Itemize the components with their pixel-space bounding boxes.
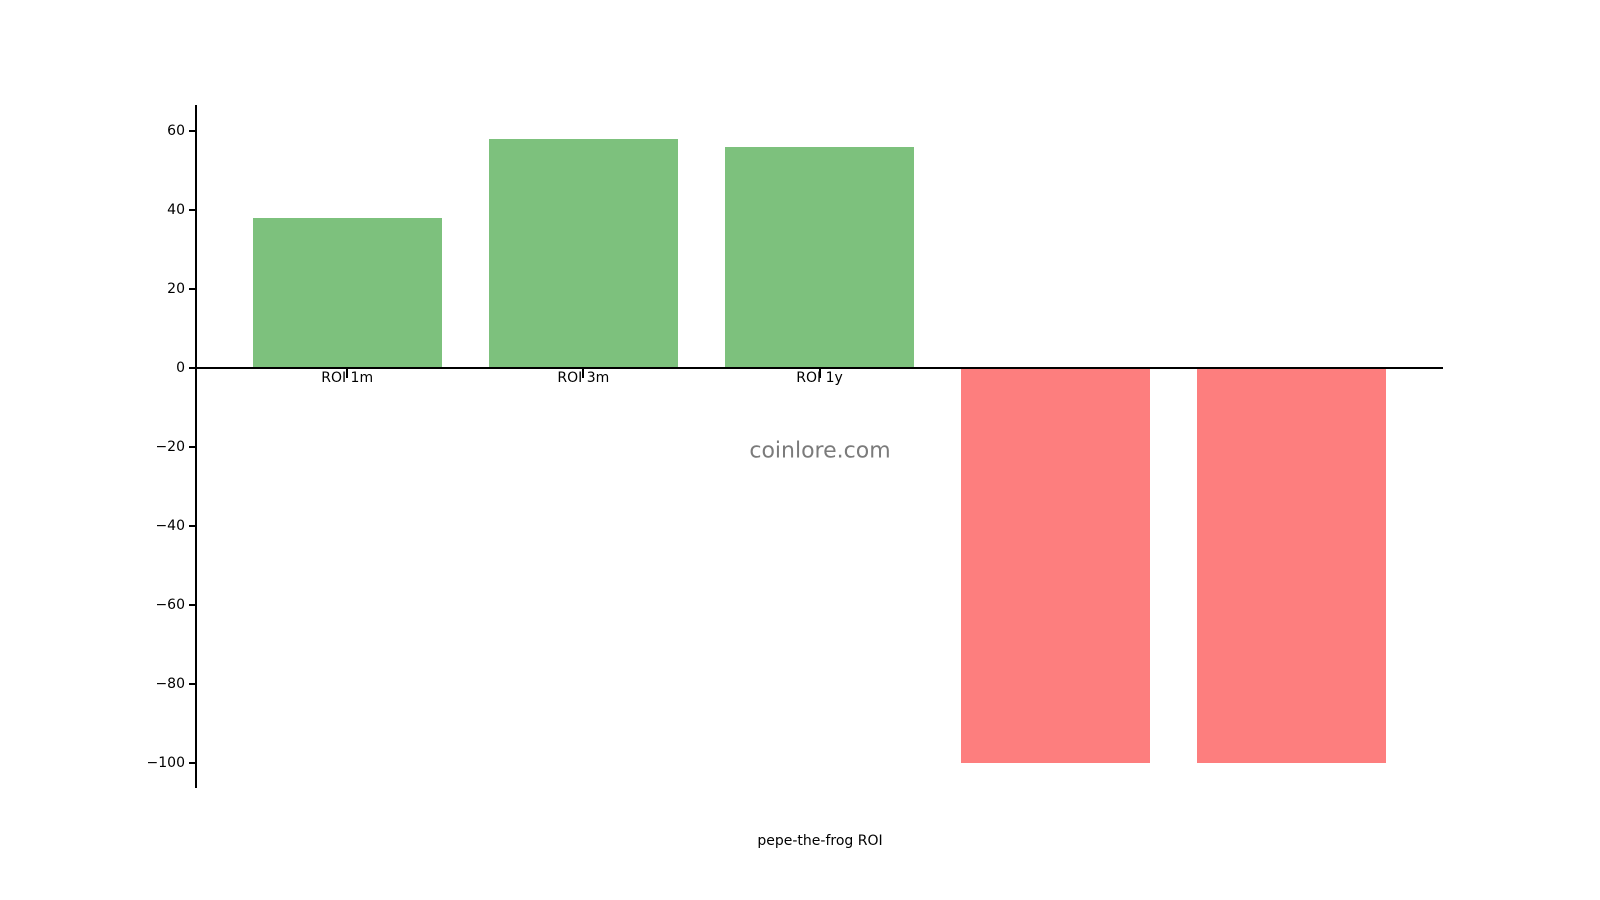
y-axis-spine bbox=[195, 105, 197, 788]
bar-roi-1y bbox=[725, 146, 915, 368]
y-tick-60 bbox=[189, 130, 196, 132]
y-tick--20 bbox=[189, 446, 196, 448]
y-tick-label--60: −60 bbox=[155, 597, 185, 613]
chart-xlabel: pepe-the-frog ROI bbox=[757, 833, 883, 849]
x-tick-3 bbox=[818, 368, 821, 378]
x-tick-label-roi-3m: ROI 3m bbox=[557, 370, 610, 386]
bar-roi-1m bbox=[252, 217, 442, 368]
y-tick-label-0: 0 bbox=[176, 360, 185, 376]
y-tick-label--20: −20 bbox=[155, 439, 185, 455]
y-tick-label--100: −100 bbox=[146, 755, 185, 771]
x-tick-label-roi-1y: ROI 1y bbox=[796, 370, 843, 386]
x-tick-label-roi-1m: ROI 1m bbox=[321, 370, 374, 386]
y-tick-20 bbox=[189, 288, 196, 290]
y-tick-label--40: −40 bbox=[155, 518, 185, 534]
x-axis-zero-line bbox=[196, 367, 1443, 369]
x-tick-1 bbox=[346, 368, 349, 378]
watermark: coinlore.com bbox=[749, 438, 891, 464]
y-tick-label-60: 60 bbox=[167, 123, 185, 139]
y-tick-40 bbox=[189, 209, 196, 211]
bar-5 bbox=[1197, 368, 1387, 763]
y-tick-0 bbox=[189, 367, 196, 369]
y-tick-label--80: −80 bbox=[155, 676, 185, 692]
y-tick--40 bbox=[189, 525, 196, 527]
y-tick--100 bbox=[189, 762, 196, 764]
y-tick-label-20: 20 bbox=[167, 281, 185, 297]
x-tick-2 bbox=[582, 368, 585, 378]
y-tick--80 bbox=[189, 683, 196, 685]
y-tick-label-40: 40 bbox=[167, 202, 185, 218]
y-tick--60 bbox=[189, 604, 196, 606]
bar-4 bbox=[961, 368, 1151, 763]
bar-roi-3m bbox=[488, 138, 678, 368]
